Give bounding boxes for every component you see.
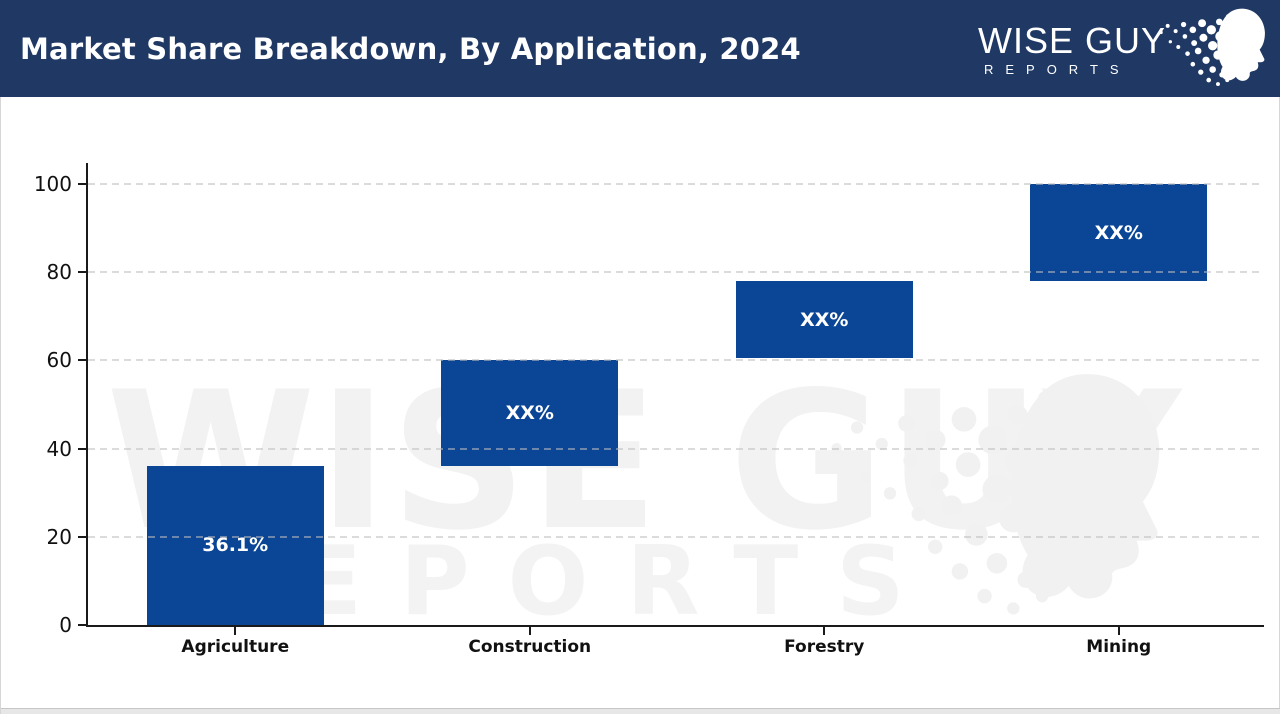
y-axis-tick (78, 271, 86, 274)
gridline (88, 183, 1264, 185)
x-axis-tick (823, 627, 826, 635)
x-axis-category-label: Construction (468, 637, 592, 657)
plot-area: 0 20 40 60 80 100 36.1% Agriculture XX% Construct… (34, 163, 1264, 657)
x-axis-tick (528, 627, 531, 635)
x-axis-category-label: Forestry (784, 637, 865, 657)
logo-subtitle: REPORTS (983, 61, 1131, 77)
watermark-face-dots-icon (831, 374, 1160, 615)
bar-value-label: 36.1% (202, 534, 269, 557)
y-axis-tick-label: 0 (59, 613, 72, 637)
wise-guy-reports-logo: WISE GUY REPORTS (978, 4, 1274, 94)
x-axis-tick (1117, 627, 1120, 635)
bar-agriculture: 36.1% (146, 465, 324, 625)
x-axis-category-label: Agriculture (181, 637, 290, 657)
gridline (88, 359, 1264, 362)
y-axis-tick (78, 624, 86, 626)
bar-mining: XX% (1030, 184, 1208, 282)
y-axis-tick (78, 183, 86, 185)
y-axis-tick-label: 40 (46, 436, 72, 461)
chart-canvas: WISE GUY REPORTS 0 20 40 60 80 100 36.1% Agricu… (0, 97, 1280, 714)
y-axis-tick (78, 535, 86, 538)
y-axis-tick (78, 447, 86, 450)
bar-value-label: XX% (800, 308, 849, 331)
page-title: Market Share Breakdown, By Application, … (20, 31, 801, 66)
gridline (88, 447, 1264, 450)
bar-construction: XX% (441, 359, 619, 466)
logo-wordmark: WISE GUY (977, 20, 1166, 62)
bar-value-label: XX% (505, 401, 554, 424)
y-axis-tick-label: 60 (46, 348, 72, 373)
y-axis-tick-label: 20 (46, 524, 72, 549)
gridline (88, 535, 1264, 538)
dotted-face-icon (1159, 8, 1265, 87)
header-bar: Market Share Breakdown, By Application, … (0, 0, 1280, 97)
bar-value-label: XX% (1094, 221, 1143, 244)
gridline (88, 271, 1264, 274)
bar-forestry: XX% (735, 281, 913, 359)
y-axis-tick-label: 100 (33, 172, 72, 196)
footer-strip (1, 708, 1280, 714)
logo-text: WISE GUY REPORTS (978, 21, 1166, 77)
x-axis-tick (234, 627, 237, 635)
y-axis-tick (78, 359, 86, 362)
y-axis-tick-label: 80 (46, 260, 72, 285)
x-axis-category-label: Mining (1086, 637, 1152, 657)
